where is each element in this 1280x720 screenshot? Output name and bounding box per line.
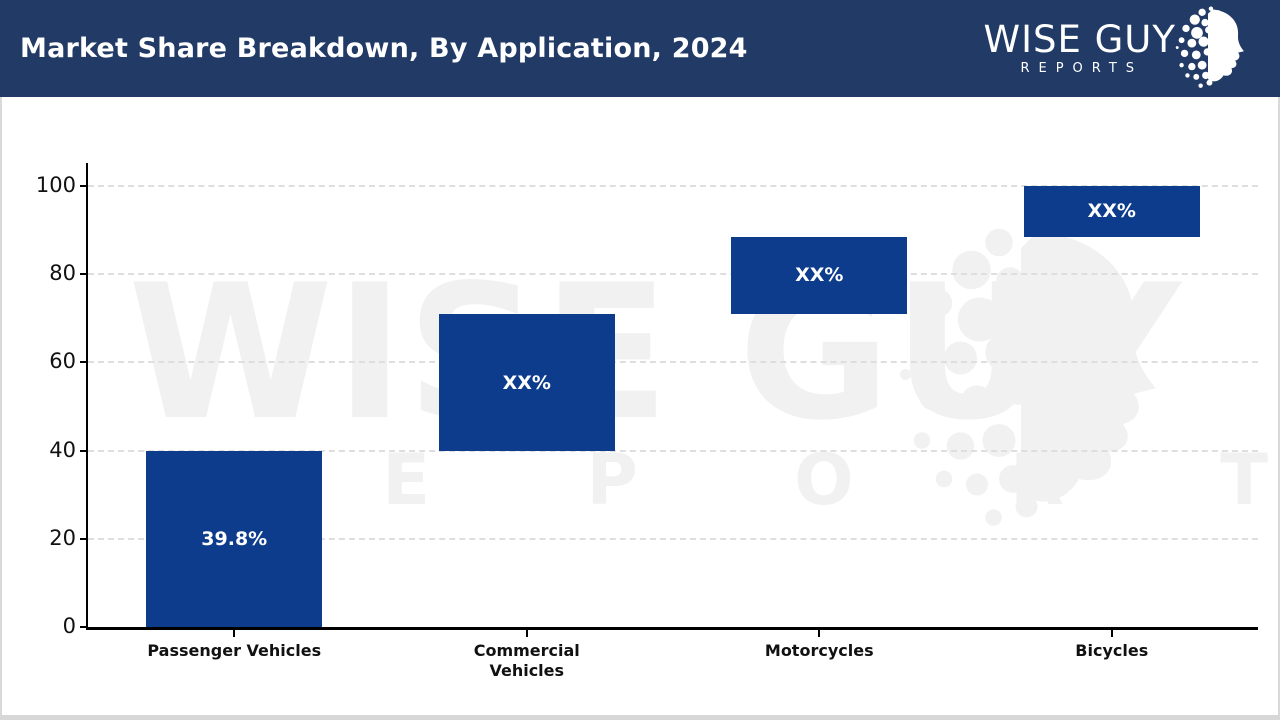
y-axis-label-20: 20: [49, 525, 76, 550]
bar-bicycles: XX%: [1023, 186, 1200, 237]
x-axis-label-3: Bicycles: [1075, 641, 1149, 660]
watermark-wordmark: WISE GUY: [128, 244, 1183, 461]
x-axis-label-2: Motorcycles: [764, 641, 874, 660]
x-axis-spine: [86, 627, 1258, 630]
y-axis-spine: [86, 163, 88, 629]
bar-commercial-vehicles: XX%: [438, 313, 615, 452]
panel-left-border: [0, 97, 2, 720]
x-axis-label-0: Passenger Vehicles: [147, 641, 322, 660]
y-axis-label-40: 40: [49, 437, 76, 462]
panel-right-border: [1278, 97, 1280, 720]
gridline-100: [88, 185, 1258, 187]
watermark-subtext: R E P O R T S: [172, 439, 1280, 521]
gridline-60: [88, 361, 1258, 364]
chart-panel: WISE GUY R E P O R T S 0 20 40 60 80 100 39.8%…: [0, 97, 1280, 720]
page-title: Market Share Breakdown, By Application, …: [20, 33, 748, 64]
brand-wordmark: WISE GUY REPORTS: [984, 21, 1176, 76]
y-axis-tick-20: [80, 537, 88, 540]
y-axis-tick-40: [80, 449, 88, 452]
y-axis-tick-80: [80, 273, 88, 276]
gridline-80: [88, 273, 1258, 276]
bar-passenger-vehicles: 39.8%: [146, 451, 323, 627]
x-axis-tick-0: [233, 629, 236, 637]
y-axis-label-100: 100: [35, 173, 76, 197]
bar-value-label: XX%: [1087, 200, 1136, 223]
x-axis-tick-1: [525, 629, 528, 637]
y-axis-label-80: 80: [49, 261, 76, 286]
bar-value-label: 39.8%: [201, 528, 268, 551]
panel-bottom-border: [0, 715, 1280, 720]
dotted-head-icon: [1162, 5, 1254, 93]
brand-name: WISE GUY: [983, 18, 1176, 61]
y-axis-label-60: 60: [49, 349, 76, 374]
gridline-40: [88, 449, 1258, 452]
x-axis-tick-2: [818, 629, 821, 637]
y-axis-tick-60: [80, 361, 88, 364]
header: Market Share Breakdown, By Application, …: [0, 0, 1280, 97]
bar-value-label: XX%: [795, 264, 844, 287]
x-axis-tick-3: [1110, 629, 1113, 637]
brand-subtext: REPORTS: [1020, 61, 1144, 76]
bar-motorcycles: XX%: [731, 236, 908, 314]
gridline-20: [88, 537, 1258, 540]
bar-value-label: XX%: [502, 371, 551, 394]
y-axis-tick-100: [80, 185, 88, 187]
brand-logo: WISE GUY REPORTS: [984, 5, 1254, 93]
x-axis-label-1: Commercial Vehicles: [473, 641, 580, 680]
y-axis-tick-0: [80, 626, 88, 628]
y-axis-label-0: 0: [62, 614, 76, 638]
